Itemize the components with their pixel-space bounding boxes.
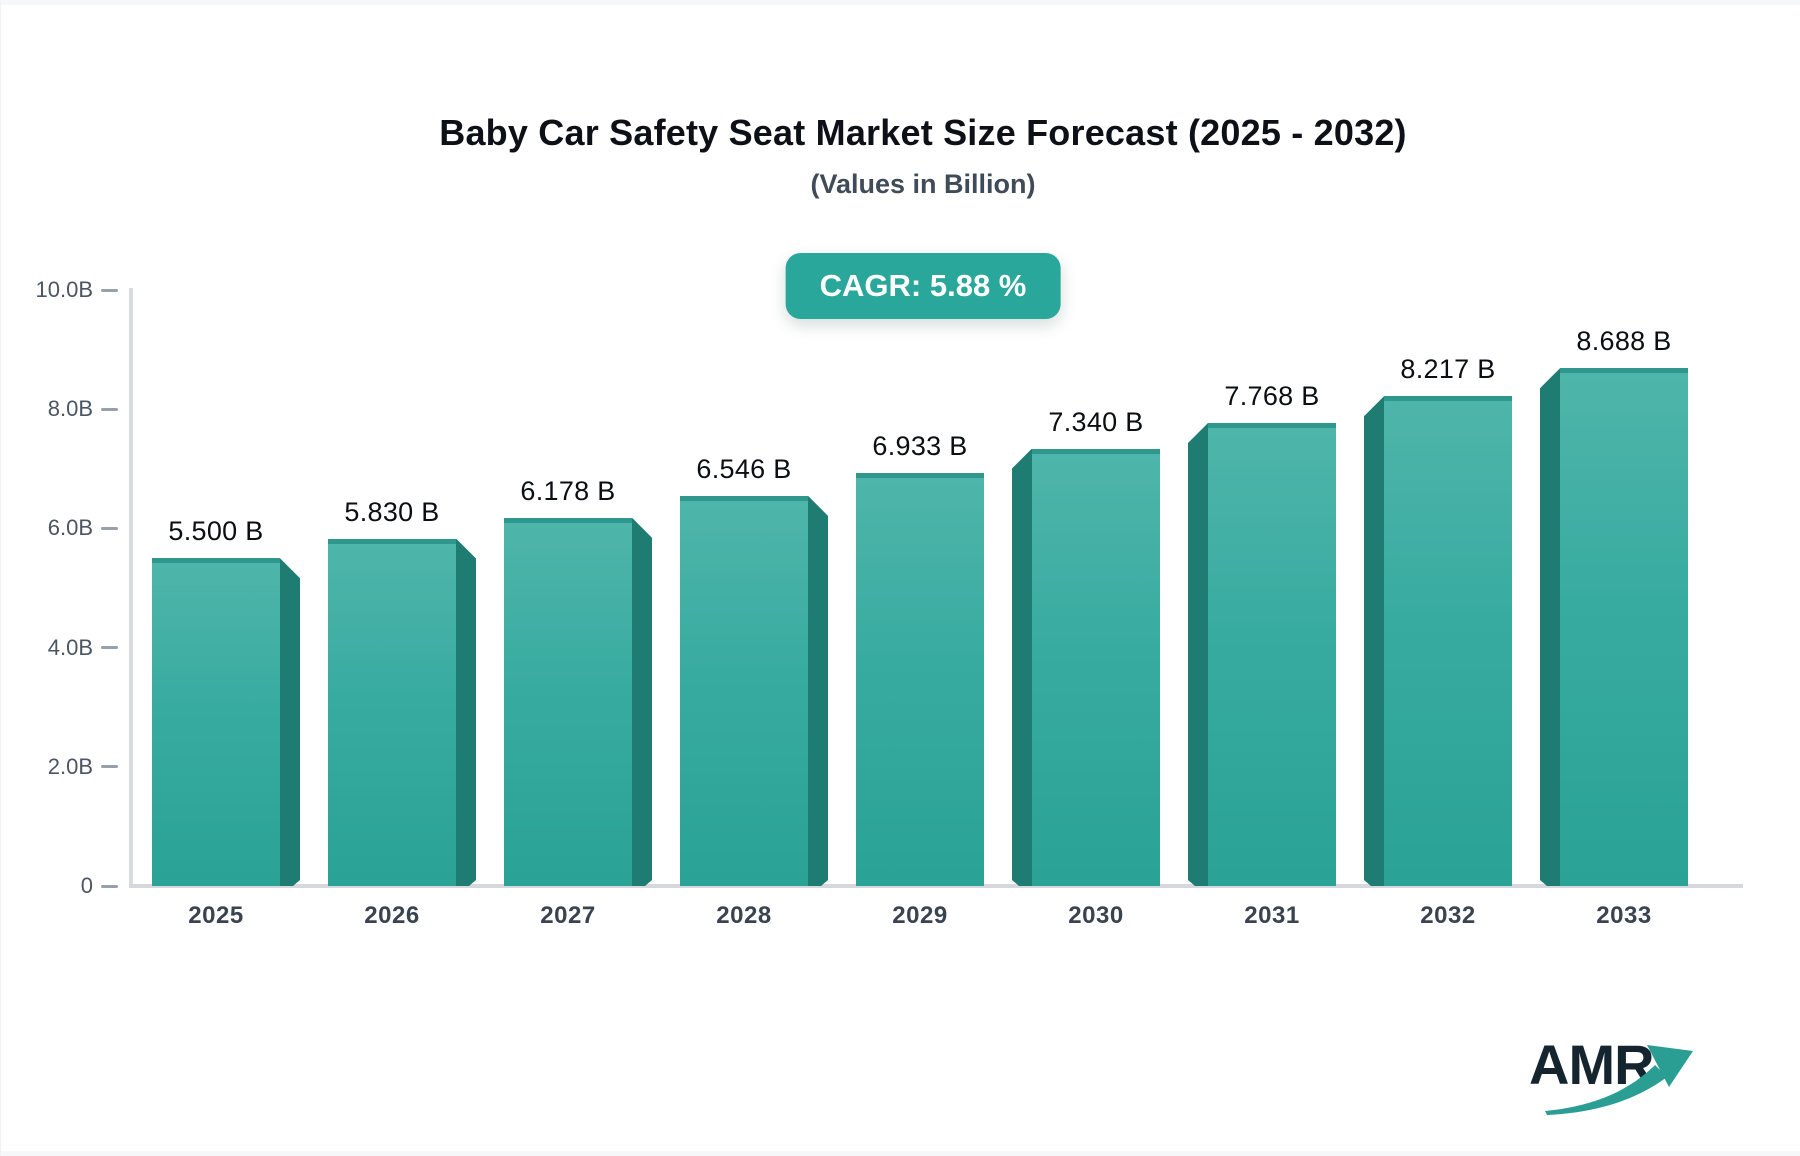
y-axis-tick-label: 8.0B [47, 396, 93, 422]
y-axis-tick-label: 0 [80, 873, 93, 898]
y-axis-tick [101, 288, 118, 292]
y-axis-tick-label: 6.0B [47, 515, 93, 541]
bar-value-label: 6.178 B [520, 475, 616, 506]
bar-2028 [680, 495, 808, 886]
bar-value-label: 8.688 B [1576, 326, 1672, 357]
growth-arrow-icon [1545, 1045, 1693, 1115]
bar-2030 [1032, 448, 1160, 886]
cagr-badge: CAGR: 5.88 % [785, 253, 1061, 319]
y-axis-tick [101, 407, 118, 411]
x-axis-label-2031: 2031 [1244, 902, 1300, 929]
x-axis-label-2027: 2027 [540, 902, 596, 929]
bar-value-label: 8.217 B [1400, 354, 1496, 385]
y-axis-tick-label: 2.0B [47, 753, 93, 779]
bar-side-face [1540, 368, 1560, 886]
chart-subtitle: (Values in Billion) [810, 169, 1036, 199]
bar-side-face [632, 518, 652, 886]
cagr-badge-label: CAGR: 5.88 % [819, 268, 1027, 303]
x-axis-label-2030: 2030 [1068, 902, 1124, 929]
bar-value-label: 6.546 B [696, 453, 792, 484]
bar-2029 [856, 472, 984, 886]
amr-logo: AMR [1529, 1035, 1709, 1125]
x-axis-label-2028: 2028 [716, 902, 772, 929]
y-axis-tick [101, 526, 118, 530]
bar-2027 [504, 517, 632, 886]
bar-side-face [1364, 396, 1384, 886]
bar-2033 [1560, 368, 1688, 886]
x-axis-label-2033: 2033 [1596, 902, 1652, 929]
y-axis-line [129, 288, 133, 888]
bar-value-label: 5.830 B [344, 496, 440, 527]
x-axis-baseline [129, 884, 1743, 888]
bar-side-face [808, 496, 828, 886]
y-axis-tick [101, 646, 118, 650]
bar-2031 [1208, 423, 1336, 886]
x-axis-label-2032: 2032 [1420, 902, 1476, 929]
y-axis-tick-label: 4.0B [47, 634, 93, 660]
bar-2032 [1384, 396, 1512, 886]
bar-2025 [152, 558, 280, 886]
card-bottom-edge [1, 1151, 1800, 1156]
bar-side-face [280, 558, 300, 886]
bar-value-label: 7.768 B [1224, 381, 1320, 412]
y-axis-tick-label: 10.0B [35, 277, 94, 302]
bar-side-face [1188, 423, 1208, 886]
y-axis-tick [101, 765, 118, 769]
bar-value-label: 6.933 B [872, 430, 968, 461]
x-axis-label-2026: 2026 [364, 902, 420, 929]
chart-title: Baby Car Safety Seat Market Size Forecas… [439, 112, 1407, 153]
bar-value-label: 7.340 B [1048, 406, 1144, 437]
bar-side-face [1012, 449, 1032, 886]
bar-value-label: 5.500 B [168, 516, 264, 547]
bar-side-face [456, 539, 476, 886]
card-top-edge [1, 0, 1800, 5]
y-axis-tick [101, 884, 118, 888]
x-axis-label-2029: 2029 [892, 902, 948, 929]
x-axis-label-2025: 2025 [188, 902, 244, 929]
bar-2026 [328, 538, 456, 886]
